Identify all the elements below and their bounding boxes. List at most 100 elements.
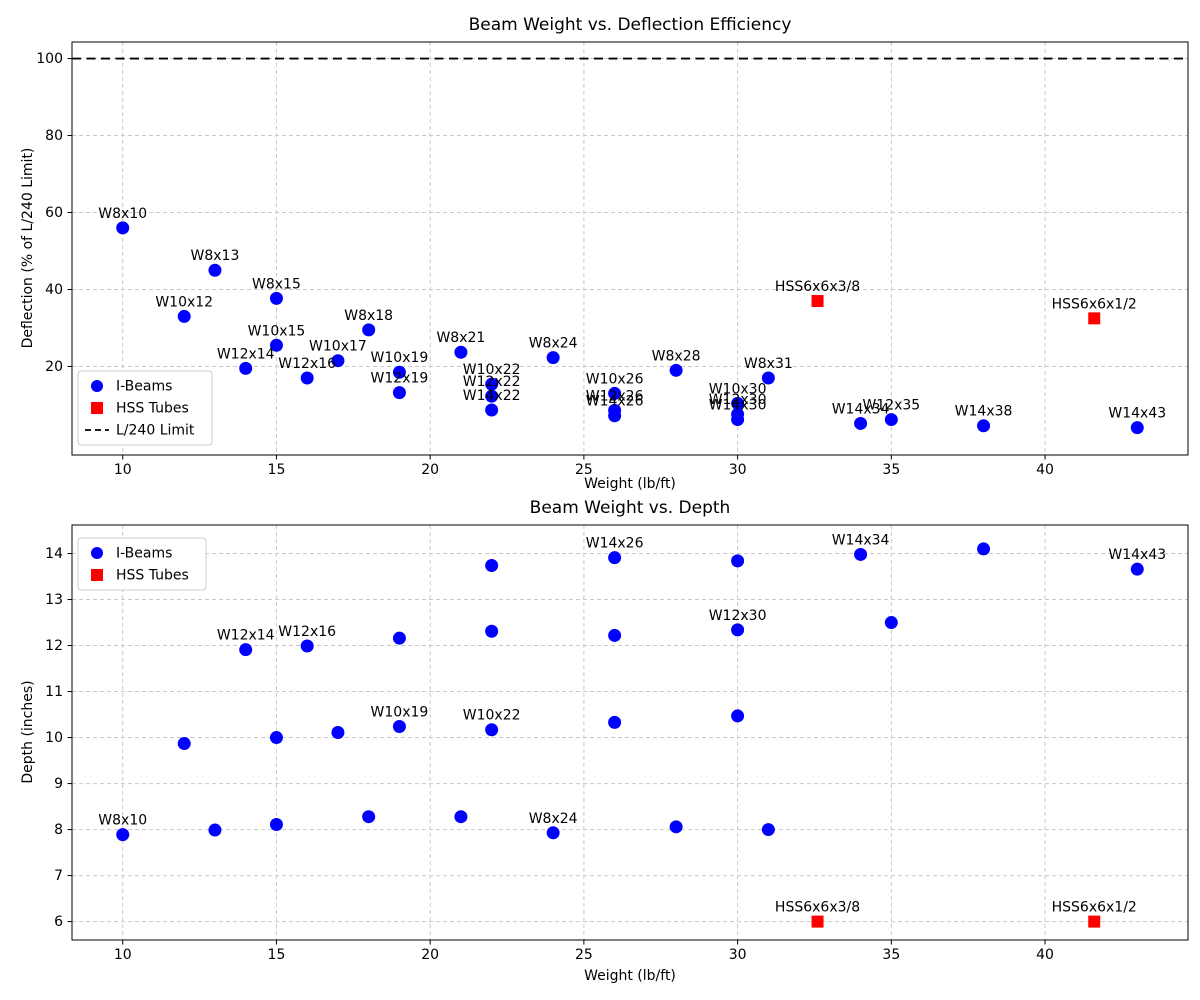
point-label-W12x14: W12x14 — [217, 346, 275, 362]
data-point-W10x22 — [485, 723, 499, 737]
y-tick-label: 14 — [45, 546, 63, 562]
x-tick-label: 40 — [1036, 947, 1054, 963]
data-point-W14x34 — [854, 416, 868, 430]
y-tick-label: 40 — [45, 282, 63, 298]
point-label-W10x30: W10x30 — [709, 381, 767, 397]
point-label-W14x34: W14x34 — [832, 532, 890, 548]
point-label-W8x31: W8x31 — [744, 356, 793, 372]
legend-box — [77, 537, 207, 591]
point-label-W10x15: W10x15 — [248, 323, 306, 339]
point-label-W12x16: W12x16 — [278, 356, 336, 372]
y-tick-label: 20 — [45, 359, 63, 375]
depth-y-axis-label: Depth (inches) — [20, 680, 36, 784]
data-point-W8x13 — [208, 823, 222, 837]
data-point-W8x15 — [269, 818, 283, 832]
legend-label: L/240 Limit — [116, 423, 195, 439]
data-point-W14x30 — [731, 554, 745, 568]
legend-marker-circle — [91, 380, 103, 392]
data-point-W8x24 — [546, 351, 560, 365]
deflection-y-axis-label: Deflection (% of L/240 Limit) — [20, 147, 36, 349]
x-tick-label: 30 — [729, 462, 747, 478]
point-label-W14x43: W14x43 — [1108, 406, 1166, 422]
data-point-W8x31 — [761, 823, 775, 837]
data-point-W14x43 — [1130, 421, 1144, 435]
legend-marker-square — [91, 569, 103, 581]
chart-deflection-title: Beam Weight vs. Deflection Efficiency — [468, 15, 792, 35]
data-point-W10x17 — [331, 354, 345, 368]
legend-marker-circle — [91, 547, 103, 559]
point-label-W8x15: W8x15 — [252, 276, 301, 292]
data-point-W12x35 — [884, 413, 898, 427]
data-point-W14x43 — [1130, 562, 1144, 576]
chart-depth-title: Beam Weight vs. Depth — [529, 498, 731, 518]
data-point-W14x26 — [608, 409, 622, 423]
legend-label: I-Beams — [116, 546, 172, 562]
x-tick-label: 10 — [114, 947, 132, 963]
depth-x-axis-label: Weight (lb/ft) — [584, 968, 676, 984]
point-label-HSS6x6x3/8: HSS6x6x3/8 — [775, 279, 860, 295]
data-point-W12x22 — [485, 624, 499, 638]
point-label-W14x26: W14x26 — [586, 394, 644, 410]
point-label-W12x16: W12x16 — [278, 624, 336, 640]
legend-label: HSS Tubes — [116, 401, 189, 417]
data-point-W10x17 — [331, 726, 345, 739]
point-label-W8x10: W8x10 — [98, 813, 147, 829]
y-tick-label: 80 — [45, 128, 63, 144]
data-point-W8x10 — [116, 828, 130, 842]
y-tick-label: 7 — [54, 868, 63, 884]
y-tick-label: 8 — [54, 822, 63, 838]
point-label-W12x22: W12x22 — [463, 374, 521, 390]
point-label-W8x24: W8x24 — [529, 811, 578, 827]
legend-label: HSS Tubes — [116, 568, 189, 584]
data-point-W10x22 — [485, 377, 499, 391]
point-label-W8x10: W8x10 — [98, 206, 147, 222]
x-tick-label: 30 — [729, 947, 747, 963]
y-tick-label: 12 — [45, 638, 63, 654]
point-label-W12x30: W12x30 — [709, 608, 767, 624]
point-label-W8x28: W8x28 — [652, 348, 701, 364]
x-tick-label: 35 — [882, 947, 900, 963]
data-point-W12x26 — [608, 628, 622, 642]
point-label-HSS6x6x3/8: HSS6x6x3/8 — [775, 900, 860, 916]
point-label-W14x22: W14x22 — [463, 388, 521, 404]
deflection-x-axis-label: Weight (lb/ft) — [584, 476, 676, 492]
data-point-W10x30 — [731, 396, 745, 410]
x-tick-label: 15 — [268, 462, 286, 478]
point-label-HSS6x6x1/2: HSS6x6x1/2 — [1052, 296, 1137, 312]
y-tick-label: 11 — [45, 684, 63, 700]
point-label-W8x21: W8x21 — [436, 330, 485, 346]
data-point-W14x38 — [977, 542, 991, 556]
point-label-W14x26: W14x26 — [586, 536, 644, 552]
data-point-W12x30 — [731, 623, 745, 637]
data-point-W8x28 — [669, 363, 683, 377]
data-point-W8x15 — [269, 291, 283, 305]
legend-label: I-Beams — [116, 379, 172, 395]
data-point-W10x15 — [269, 731, 283, 745]
x-tick-label: 35 — [882, 462, 900, 478]
x-tick-label: 40 — [1036, 462, 1054, 478]
data-point-W8x24 — [546, 826, 560, 840]
point-label-W10x19: W10x19 — [371, 350, 429, 366]
data-point-W8x18 — [362, 323, 376, 337]
point-label-W8x18: W8x18 — [344, 308, 393, 324]
legend-marker-square — [91, 402, 103, 414]
point-label-W10x17: W10x17 — [309, 339, 367, 355]
data-point-W8x21 — [454, 810, 468, 824]
data-point-W10x19 — [392, 720, 406, 734]
point-label-W12x26: W12x26 — [586, 388, 644, 404]
plot-border — [71, 524, 1189, 941]
data-point-HSS6x6x1/2 — [1088, 312, 1101, 325]
x-tick-label: 20 — [421, 947, 439, 963]
data-point-HSS6x6x1/2 — [1088, 915, 1101, 928]
data-point-W12x14 — [239, 643, 253, 657]
data-point-W8x13 — [208, 263, 222, 277]
data-point-W8x28 — [669, 820, 683, 834]
data-point-W10x12 — [177, 737, 191, 751]
data-point-W12x19 — [392, 386, 406, 400]
data-point-W14x34 — [854, 547, 868, 561]
data-point-W8x10 — [116, 221, 130, 235]
point-label-W10x19: W10x19 — [371, 705, 429, 721]
y-tick-label: 6 — [54, 914, 63, 930]
point-label-W10x26: W10x26 — [586, 371, 644, 387]
